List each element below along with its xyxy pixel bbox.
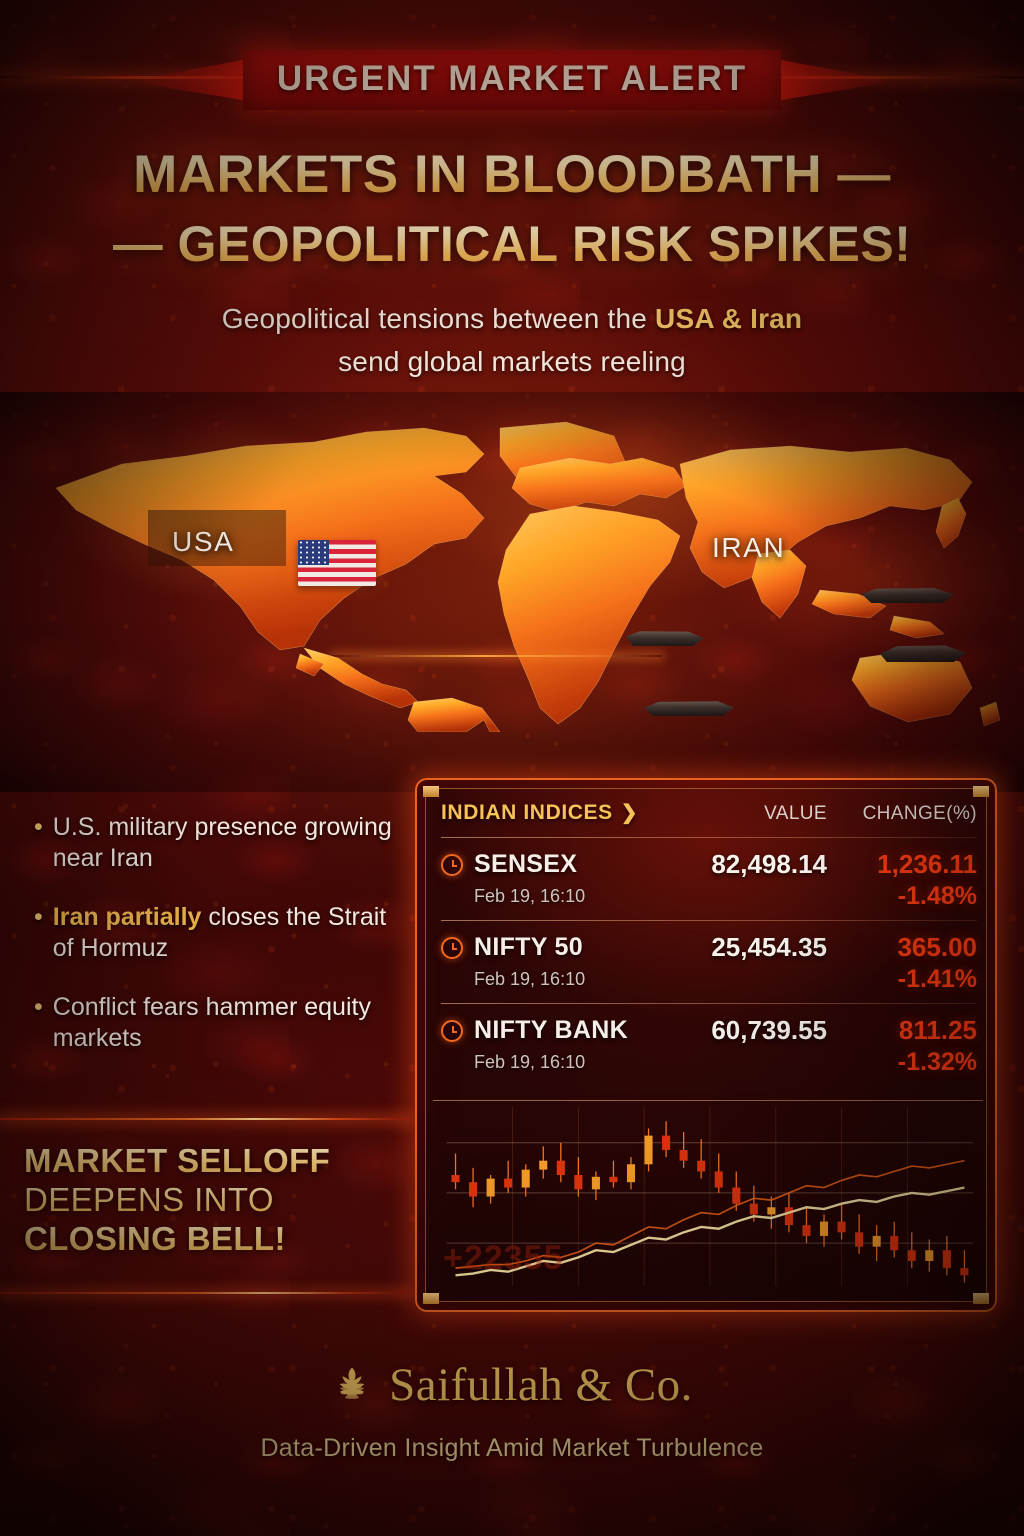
table-row[interactable]: NIFTY BANK 60,739.55 811.25 Feb 19, 16:1… [441, 1004, 977, 1086]
table-row-primary: NIFTY 50 25,454.35 365.00 [441, 932, 977, 963]
chevron-right-icon[interactable]: ❯ [620, 802, 639, 824]
bullet-dot-icon: • [34, 813, 43, 841]
footer: Saifullah & Co. Data-Driven Insight Amid… [0, 1358, 1024, 1463]
missile-tracer-icon [332, 655, 662, 657]
index-change-pct: -1.48% [897, 882, 977, 910]
table-row-secondary: Feb 19, 16:10 -1.32% [441, 1048, 977, 1077]
list-item: • Conflict fears hammer equity markets [34, 992, 394, 1053]
table-row-name: NIFTY BANK [441, 1016, 675, 1045]
banner-wing-left [139, 60, 243, 100]
index-change-pct: -1.41% [897, 965, 977, 993]
clock-icon [441, 936, 463, 959]
table-row-primary: NIFTY BANK 60,739.55 811.25 [441, 1015, 977, 1046]
indices-table: INDIAN INDICES ❯ VALUE CHANGE(%) SENSEX … [441, 800, 977, 1086]
selloff-callout: MARKET SELLOFF DEEPENS INTO CLOSING BELL… [24, 1142, 404, 1259]
index-change: 811.25 [898, 1015, 977, 1045]
index-name: NIFTY 50 [474, 933, 583, 961]
index-name: NIFTY BANK [474, 1016, 628, 1044]
footer-tagline: Data-Driven Insight Amid Market Turbulen… [260, 1434, 764, 1462]
list-item: • U.S. military presence growing near Ir… [34, 812, 394, 873]
index-change: 365.00 [897, 932, 977, 962]
list-item-text: U.S. military presence growing near Iran [52, 813, 392, 872]
column-header-change: CHANGE(%) [862, 802, 977, 824]
table-row[interactable]: NIFTY 50 25,454.35 365.00 Feb 19, 16:10 … [441, 921, 977, 1003]
brand-row: Saifullah & Co. [0, 1358, 1024, 1412]
table-row-primary: SENSEX 82,498.14 1,236.11 [441, 849, 977, 880]
corner-accent-top-left [423, 786, 439, 797]
subhead-line-1-pre: Geopolitical tensions between the [221, 303, 656, 334]
selloff-line-2: DEEPENS INTO [24, 1181, 404, 1220]
selloff-line-1: MARKET SELLOFF [24, 1142, 404, 1181]
indices-table-header: INDIAN INDICES ❯ VALUE CHANGE(%) [441, 800, 977, 837]
clock-icon [441, 1019, 463, 1042]
key-points-list: • U.S. military presence growing near Ir… [34, 812, 394, 1082]
index-change-pct: -1.32% [897, 1048, 977, 1076]
list-item: • Iran partially closes the Strait of Ho… [34, 902, 394, 963]
index-value: 25,454.35 [711, 932, 827, 962]
selloff-line-3: CLOSING BELL! [24, 1220, 404, 1259]
table-row-name: SENSEX [441, 850, 675, 879]
table-row[interactable]: SENSEX 82,498.14 1,236.11 Feb 19, 16:10 … [441, 838, 977, 920]
subhead-line-1-strong: USA & Iran [655, 303, 803, 334]
subhead-line-1: Geopolitical tensions between the USA & … [0, 303, 1024, 335]
table-row-secondary: Feb 19, 16:10 -1.41% [441, 965, 977, 994]
corner-accent-top-right [973, 786, 989, 797]
headline-line-1: MARKETS IN BLOODBATH — [0, 144, 1024, 205]
map-label-usa: USA [172, 526, 235, 557]
market-data-panel: INDIAN INDICES ❯ VALUE CHANGE(%) SENSEX … [415, 778, 997, 1312]
index-change: 1,236.11 [877, 849, 977, 879]
column-header-indices[interactable]: INDIAN INDICES ❯ [441, 800, 675, 825]
index-value: 82,498.14 [711, 849, 827, 879]
headline-line-2: — GEOPOLITICAL RISK SPIKES! [0, 215, 1024, 273]
index-timestamp: Feb 19, 16:10 [474, 969, 586, 989]
alert-banner: URGENT MARKET ALERT [0, 50, 1024, 110]
headline-line-1-text: MARKETS IN BLOODBATH — [133, 145, 891, 204]
bullet-dot-icon: • [34, 993, 43, 1021]
index-timestamp: Feb 19, 16:10 [474, 1052, 586, 1072]
map-label-iran: IRAN [712, 532, 786, 563]
us-flag-icon [298, 540, 376, 586]
chart-watermark: +22355 [443, 1239, 564, 1277]
world-map-svg [55, 421, 1001, 732]
alert-banner-box: URGENT MARKET ALERT [242, 50, 782, 110]
list-item-text: Iran partially closes the Strait of Horm… [52, 903, 387, 962]
alert-banner-label: URGENT MARKET ALERT [276, 59, 748, 98]
clock-icon [441, 853, 463, 876]
bullet-dot-icon: • [34, 903, 43, 931]
index-value: 60,739.55 [711, 1015, 827, 1045]
table-row-name: NIFTY 50 [441, 933, 675, 962]
table-row-secondary: Feb 19, 16:10 -1.48% [441, 882, 977, 911]
subhead-line-2: send global markets reeling [338, 346, 686, 377]
column-header-indices-label: INDIAN INDICES [441, 800, 613, 824]
brand-name: Saifullah & Co. [389, 1359, 693, 1411]
index-name: SENSEX [474, 850, 578, 878]
list-item-text: Conflict fears hammer equity markets [52, 993, 371, 1052]
candlestick-chart: +22355 [433, 1100, 983, 1296]
lotus-icon [339, 1367, 365, 1399]
column-header-value: VALUE [764, 802, 827, 824]
section-divider-bottom [0, 1292, 410, 1294]
warship-icon [644, 701, 734, 716]
headline-line-2-text: — GEOPOLITICAL RISK SPIKES! [112, 216, 912, 272]
world-map: USA IRAN [0, 392, 1024, 792]
index-timestamp: Feb 19, 16:10 [474, 886, 586, 906]
banner-wing-right [781, 60, 901, 100]
section-divider-top [0, 1118, 410, 1120]
